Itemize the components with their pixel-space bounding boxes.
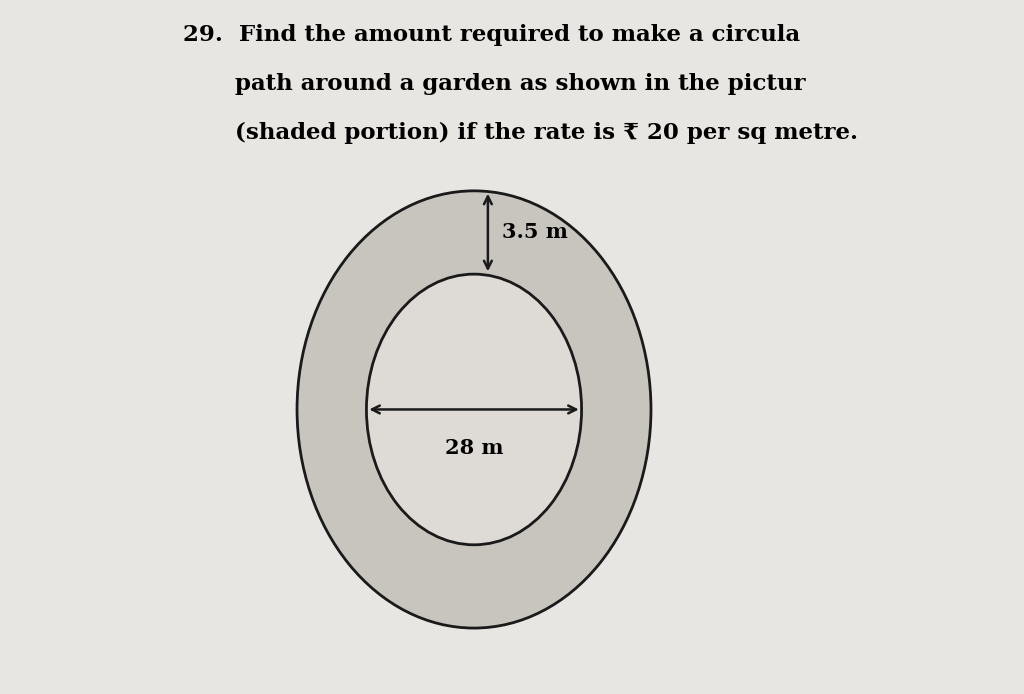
Text: 29.  Find the amount required to make a circula: 29. Find the amount required to make a c…	[182, 24, 800, 46]
Ellipse shape	[297, 191, 651, 628]
Ellipse shape	[367, 274, 582, 545]
Text: path around a garden as shown in the pictur: path around a garden as shown in the pic…	[234, 73, 805, 95]
Text: 3.5 m: 3.5 m	[502, 223, 567, 242]
Text: (shaded portion) if the rate is ₹ 20 per sq metre.: (shaded portion) if the rate is ₹ 20 per…	[234, 121, 857, 144]
Text: 28 m: 28 m	[444, 438, 503, 457]
